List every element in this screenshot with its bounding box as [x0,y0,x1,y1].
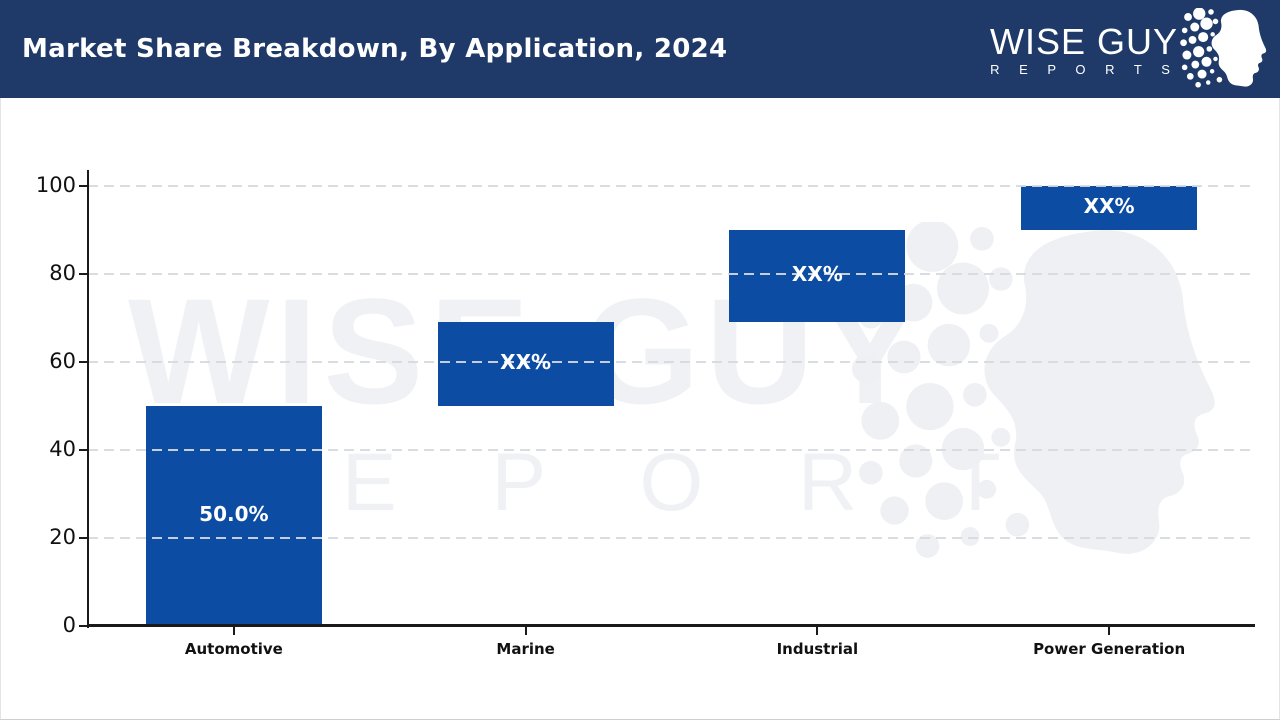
x-tick-mark [816,627,819,635]
y-tick-label: 100 [35,173,76,197]
bar-automotive [145,406,322,626]
gridline [88,361,1255,363]
gridline [88,537,1255,539]
category-label: Power Generation [1033,640,1186,658]
y-tick-label: 60 [49,349,76,373]
header-bar: Market Share Breakdown, By Application, … [0,0,1280,98]
y-tick-mark [79,537,88,539]
category-label: Marine [496,640,555,658]
page-title: Market Share Breakdown, By Application, … [22,34,728,64]
bar-value-label: 50.0% [199,502,269,526]
wiseguy-logo: WISE GUY R E P O R T S [990,7,1270,93]
y-tick-label: 20 [49,525,76,549]
y-tick-mark [79,361,88,363]
bar-marine [437,322,614,406]
gridline [88,273,1255,275]
y-tick-label: 40 [49,437,76,461]
y-axis-line [87,170,89,628]
x-tick-mark [232,627,235,635]
wiseguy-logo-line1: WISE GUY [989,21,1178,62]
wiseguy-logo-line2: R E P O R T S [990,62,1178,77]
gridline [88,185,1255,187]
wiseguy-head-icon [1180,8,1270,92]
y-tick-mark [79,273,88,275]
x-axis-line [87,624,1255,627]
gridline [88,449,1255,451]
y-tick-label: 0 [62,613,76,637]
y-tick-mark [79,625,88,627]
y-tick-label: 80 [49,261,76,285]
y-tick-mark [79,185,88,187]
wiseguy-logo-text: WISE GUY R E P O R T S [989,21,1178,77]
bar-value-label: XX% [1083,194,1135,218]
category-label: Industrial [776,640,859,658]
x-tick-mark [1108,627,1111,635]
y-tick-mark [79,449,88,451]
bar-value-label: XX% [500,350,552,375]
bar-value-label: XX% [791,262,843,287]
x-tick-mark [524,627,527,635]
category-label: Automotive [184,640,283,658]
